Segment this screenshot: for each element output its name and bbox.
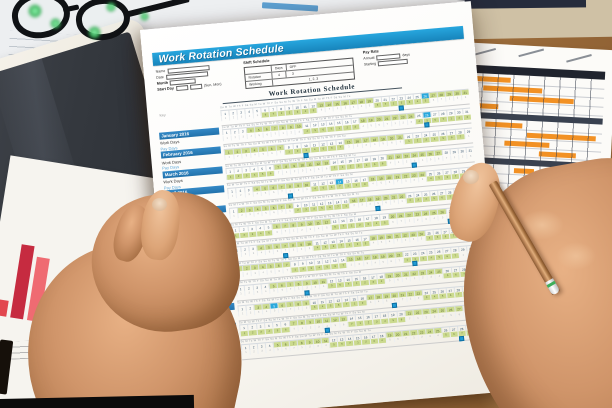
name-label: Name xyxy=(155,68,166,74)
shift-code-cell: 7 xyxy=(275,150,285,156)
annual-unit: days xyxy=(402,52,411,58)
pay-day-marker xyxy=(459,335,465,342)
green-bokeh-light xyxy=(106,2,116,12)
gantt-bar xyxy=(473,75,511,83)
shift-code-cell: 3 xyxy=(460,94,470,101)
form-left-group: Name Date Month Start Day (Sun, Mon) xyxy=(155,62,235,97)
gantt-bar xyxy=(484,121,523,129)
starting-input-box xyxy=(378,59,409,67)
gantt-bar xyxy=(504,140,550,148)
red-bar xyxy=(0,298,9,317)
shift-code-cell: 3 xyxy=(465,153,475,159)
green-bokeh-light xyxy=(88,26,101,39)
green-bokeh-light xyxy=(50,18,61,29)
shift-code-cell: 2 xyxy=(292,148,302,155)
gantt-bar xyxy=(538,150,577,159)
start-day-hint: (Sun, Mon) xyxy=(203,82,222,88)
starting-label: Starting xyxy=(363,61,377,67)
start-day-box-2 xyxy=(189,84,203,90)
shift-code-cell: 1 xyxy=(463,133,473,140)
gantt-annotation-line xyxy=(518,48,544,57)
paper-header-bar xyxy=(261,2,319,12)
start-day-box-1 xyxy=(175,85,189,91)
pay-rate-group: Pay Rate Annual days Starting xyxy=(363,43,457,79)
date-label: Date xyxy=(156,75,164,80)
right-thumb-nail xyxy=(463,170,479,184)
green-bokeh-light xyxy=(28,4,42,18)
key-label: Key xyxy=(159,113,166,118)
working-label: Working xyxy=(248,81,262,87)
shift-code-cell: 4 xyxy=(369,141,379,148)
shift-code-cell: 1 xyxy=(284,149,294,156)
gantt-annotation-line xyxy=(566,54,592,63)
green-bokeh-light xyxy=(140,12,149,21)
shift-code-cell: 3 xyxy=(462,114,472,120)
start-day-label: Start Day xyxy=(157,86,175,92)
right-hand-knuckle xyxy=(556,242,596,270)
left-thumb-nail xyxy=(152,198,167,211)
shift-code-cell: 5 xyxy=(378,141,388,147)
